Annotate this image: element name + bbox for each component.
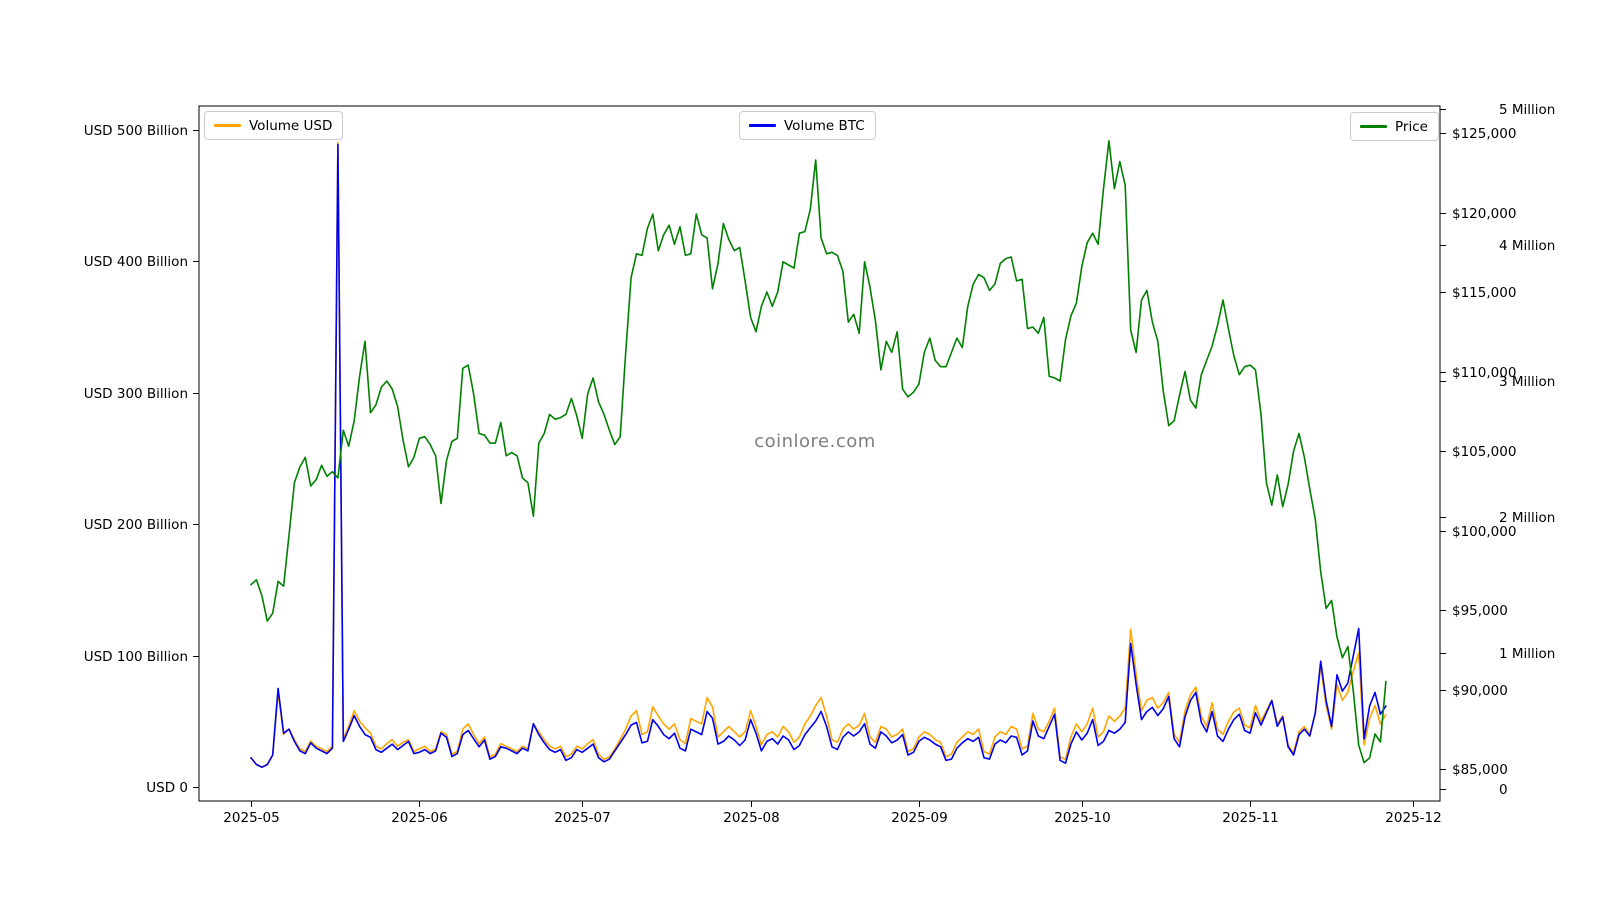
- btc-tick-label: 4 Million: [1499, 238, 1555, 254]
- x-tick-label: 2025-11: [1222, 810, 1278, 826]
- volume-btc-swatch-icon: [749, 124, 776, 127]
- watermark: coinlore.com: [754, 431, 876, 452]
- price-line: [250, 140, 1387, 764]
- plot-border: [198, 105, 1441, 802]
- price-tick-label: $105,000: [1452, 444, 1516, 460]
- btc-tick-label: 3 Million: [1499, 374, 1555, 390]
- price-tick-label: $120,000: [1452, 206, 1516, 222]
- x-tick-label: 2025-12: [1385, 810, 1441, 826]
- x-tick-label: 2025-09: [891, 810, 947, 826]
- price-tick-label: $110,000: [1452, 365, 1516, 381]
- left-tick-label: USD 300 Billion: [84, 386, 188, 402]
- left-tick-label: USD 0: [146, 780, 188, 796]
- volume-usd-line: [250, 141, 1387, 769]
- x-tick-label: 2025-08: [723, 810, 779, 826]
- volume-usd-swatch-icon: [214, 124, 241, 127]
- price-tick-label: $125,000: [1452, 126, 1516, 142]
- left-tick-label: USD 500 Billion: [84, 123, 188, 139]
- volume-btc-line: [250, 143, 1387, 769]
- price-swatch-icon: [1360, 125, 1387, 128]
- legend-price-label: Price: [1395, 118, 1428, 135]
- price-tick-label: $95,000: [1452, 603, 1508, 619]
- legend-volume-btc-label: Volume BTC: [784, 117, 865, 134]
- btc-tick-label: 0: [1499, 782, 1508, 798]
- x-tick-label: 2025-07: [554, 810, 610, 826]
- price-tick-label: $100,000: [1452, 524, 1516, 540]
- price-tick-label: $85,000: [1452, 762, 1508, 778]
- legend-volume-usd-label: Volume USD: [249, 117, 333, 134]
- left-tick-label: USD 400 Billion: [84, 254, 188, 270]
- x-tick-label: 2025-05: [223, 810, 279, 826]
- price-tick-label: $90,000: [1452, 683, 1508, 699]
- x-tick-label: 2025-06: [391, 810, 447, 826]
- legend-volume-usd: Volume USD: [204, 111, 344, 140]
- left-tick-label: USD 100 Billion: [84, 649, 188, 665]
- legend-volume-btc: Volume BTC: [739, 111, 876, 140]
- legend-price: Price: [1350, 112, 1439, 141]
- btc-tick-label: 5 Million: [1499, 102, 1555, 118]
- btc-tick-label: 1 Million: [1499, 646, 1555, 662]
- btc-tick-label: 2 Million: [1499, 510, 1555, 526]
- x-tick-label: 2025-10: [1054, 810, 1110, 826]
- price-tick-label: $115,000: [1452, 285, 1516, 301]
- left-tick-label: USD 200 Billion: [84, 517, 188, 533]
